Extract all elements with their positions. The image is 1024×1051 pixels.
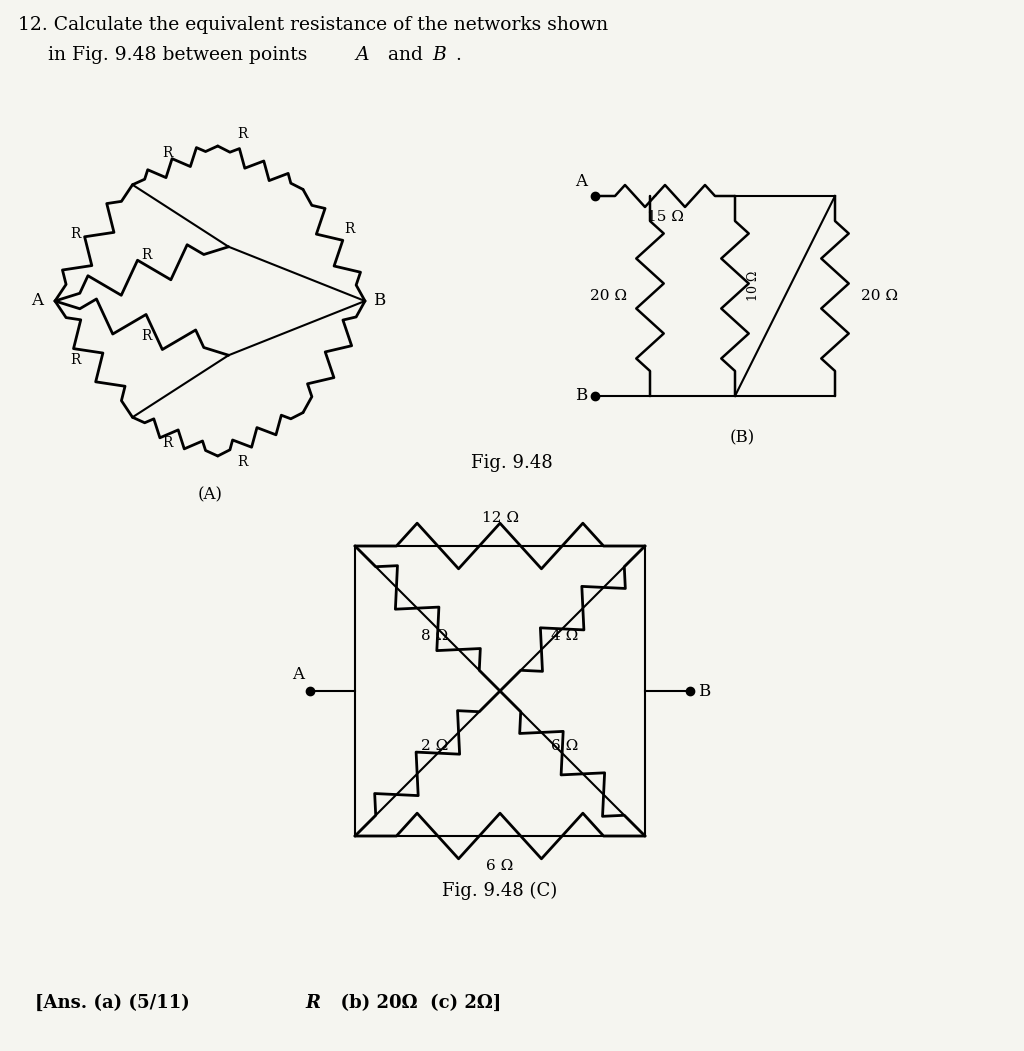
Text: B: B (698, 682, 711, 700)
Text: B: B (432, 46, 445, 64)
Text: A: A (355, 46, 369, 64)
Text: 6 Ω: 6 Ω (486, 859, 514, 873)
Text: R: R (238, 455, 248, 469)
Text: 2 Ω: 2 Ω (421, 739, 449, 753)
Text: Fig. 9.48: Fig. 9.48 (471, 454, 553, 472)
Text: A: A (292, 666, 304, 683)
Text: R: R (71, 227, 81, 241)
Text: 6 Ω: 6 Ω (551, 739, 579, 753)
Text: B: B (373, 292, 385, 309)
Text: 4 Ω: 4 Ω (551, 628, 579, 643)
Text: in Fig. 9.48 between points: in Fig. 9.48 between points (48, 46, 313, 64)
Text: 20 Ω: 20 Ω (590, 289, 627, 303)
Text: R: R (162, 146, 172, 161)
Text: R: R (141, 248, 152, 262)
Text: R: R (162, 435, 172, 450)
Text: (b) 20Ω  (c) 2Ω]: (b) 20Ω (c) 2Ω] (328, 994, 502, 1012)
Text: (B): (B) (729, 430, 755, 447)
Text: Fig. 9.48 (C): Fig. 9.48 (C) (442, 882, 558, 900)
Text: [Ans. (a) (5/11): [Ans. (a) (5/11) (35, 994, 189, 1012)
Text: 12 Ω: 12 Ω (481, 511, 518, 526)
Text: 15 Ω: 15 Ω (646, 210, 683, 224)
Text: R: R (305, 994, 319, 1012)
Text: .: . (455, 46, 461, 64)
Text: R: R (141, 329, 152, 343)
Text: (A): (A) (198, 487, 222, 503)
Text: 12. Calculate the equivalent resistance of the networks shown: 12. Calculate the equivalent resistance … (18, 16, 608, 34)
Text: R: R (71, 353, 81, 367)
Text: R: R (238, 127, 248, 141)
Text: R: R (344, 222, 354, 236)
Text: A: A (575, 173, 587, 190)
Text: 10 Ω: 10 Ω (746, 271, 760, 302)
Text: 20 Ω: 20 Ω (861, 289, 898, 303)
Text: and: and (382, 46, 429, 64)
Text: 8 Ω: 8 Ω (422, 628, 449, 643)
Text: A: A (31, 292, 43, 309)
Text: B: B (574, 388, 587, 405)
